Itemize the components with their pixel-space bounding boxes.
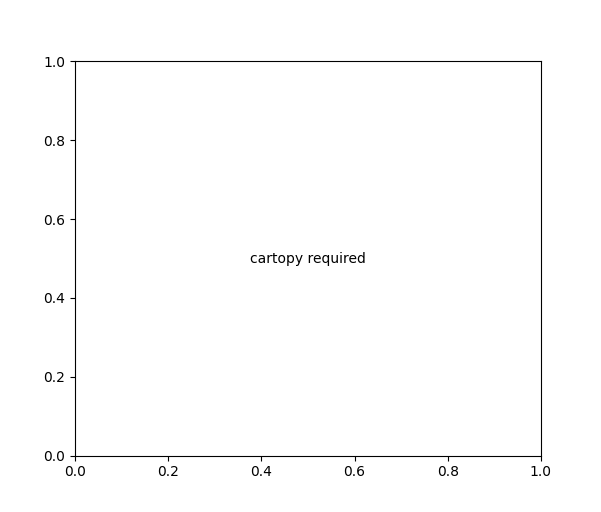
Text: cartopy required: cartopy required (250, 251, 366, 266)
